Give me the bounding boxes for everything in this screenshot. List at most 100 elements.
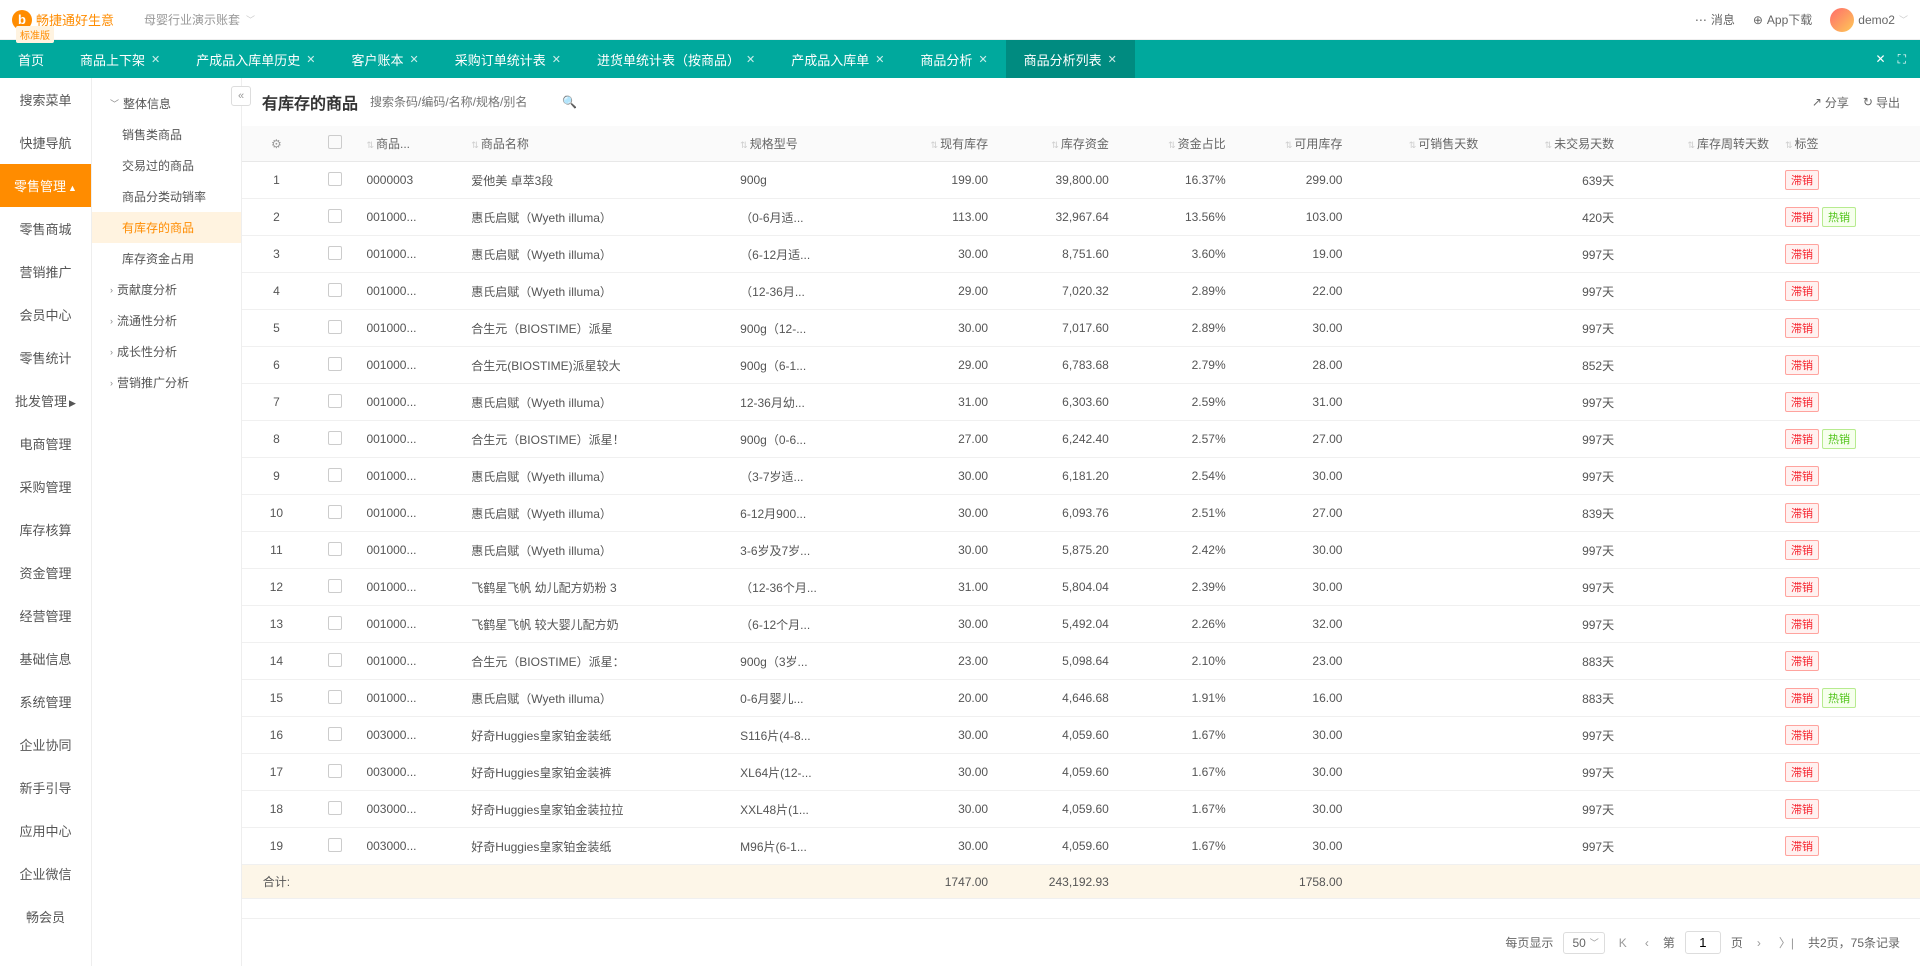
sidebar-item-9[interactable]: 采购管理 (0, 465, 91, 508)
row-checkbox[interactable] (328, 616, 342, 630)
table-row[interactable]: 2001000...惠氏启赋（Wyeth illuma）（0-6月适...113… (242, 199, 1920, 236)
row-checkbox[interactable] (328, 727, 342, 741)
tab-6[interactable]: 产成品入库单✕ (773, 40, 902, 78)
tab-1[interactable]: 商品上下架✕ (62, 40, 178, 78)
export-button[interactable]: ↻ 导出 (1863, 94, 1900, 111)
column-header-3[interactable]: ⇅商品名称 (463, 126, 732, 162)
table-row[interactable]: 3001000...惠氏启赋（Wyeth illuma）（6-12月适...30… (242, 236, 1920, 273)
close-icon[interactable]: ✕ (151, 53, 160, 66)
sidebar-item-19[interactable]: 畅会员 (0, 895, 91, 938)
column-header-10[interactable]: ⇅未交易天数 (1486, 126, 1622, 162)
sidebar-item-17[interactable]: 应用中心 (0, 809, 91, 852)
column-header-2[interactable]: ⇅商品... (358, 126, 463, 162)
table-row[interactable]: 11001000...惠氏启赋（Wyeth illuma）3-6岁及7岁...3… (242, 532, 1920, 569)
gear-icon[interactable]: ⚙ (271, 137, 282, 151)
sidebar-item-11[interactable]: 资金管理 (0, 551, 91, 594)
table-row[interactable]: 12001000...飞鹤星飞帆 幼儿配方奶粉 3（12-36个月...31.0… (242, 569, 1920, 606)
close-icon[interactable]: ✕ (552, 53, 561, 66)
fullscreen-icon[interactable]: ⛶ (1898, 52, 1906, 67)
close-icon[interactable]: ✕ (875, 53, 884, 66)
table-row[interactable]: 14001000...合生元（BIOSTIME）派星：900g（3岁...23.… (242, 643, 1920, 680)
column-header-11[interactable]: ⇅库存周转天数 (1622, 126, 1777, 162)
table-row[interactable]: 17003000...好奇Huggies皇家铂金装裤XL64片(12-...30… (242, 754, 1920, 791)
app-download-button[interactable]: ⊕ App下载 (1753, 11, 1812, 28)
table-wrapper[interactable]: ⚙⇅商品...⇅商品名称⇅规格型号⇅现有库存⇅库存资金⇅资金占比⇅可用库存⇅可销… (242, 126, 1920, 918)
tree-item-2[interactable]: 交易过的商品 (92, 150, 241, 181)
row-checkbox[interactable] (328, 320, 342, 334)
column-header-1[interactable] (311, 126, 359, 162)
search-input[interactable] (370, 95, 550, 109)
sidebar-item-12[interactable]: 经营管理 (0, 594, 91, 637)
tree-item-4[interactable]: 有库存的商品 (92, 212, 241, 243)
close-all-icon[interactable]: ✕ (1876, 52, 1886, 66)
sidebar-item-4[interactable]: 营销推广 (0, 250, 91, 293)
sidebar-item-15[interactable]: 企业协同 (0, 723, 91, 766)
column-header-5[interactable]: ⇅现有库存 (879, 126, 996, 162)
table-row[interactable]: 6001000...合生元(BIOSTIME)派星较大900g（6-1...29… (242, 347, 1920, 384)
row-checkbox[interactable] (328, 579, 342, 593)
prev-page-button[interactable]: ‹ (1641, 936, 1653, 950)
tab-7[interactable]: 商品分析✕ (902, 40, 1005, 78)
user-menu[interactable]: demo2 ﹀ (1830, 8, 1908, 32)
column-header-4[interactable]: ⇅规格型号 (732, 126, 879, 162)
table-row[interactable]: 4001000...惠氏启赋（Wyeth illuma）（12-36月...29… (242, 273, 1920, 310)
messages-button[interactable]: ⋯ 消息 (1695, 11, 1735, 28)
row-checkbox[interactable] (328, 542, 342, 556)
table-row[interactable]: 10001000...惠氏启赋（Wyeth illuma）6-12月900...… (242, 495, 1920, 532)
column-header-7[interactable]: ⇅资金占比 (1117, 126, 1234, 162)
sidebar-item-18[interactable]: 企业微信 (0, 852, 91, 895)
tab-5[interactable]: 进货单统计表（按商品）✕ (579, 40, 773, 78)
sidebar-item-13[interactable]: 基础信息 (0, 637, 91, 680)
table-row[interactable]: 5001000...合生元（BIOSTIME）派星900g（12-...30.0… (242, 310, 1920, 347)
table-row[interactable]: 8001000...合生元（BIOSTIME）派星！900g（0-6...27.… (242, 421, 1920, 458)
tree-item-3[interactable]: 商品分类动销率 (92, 181, 241, 212)
row-checkbox[interactable] (328, 209, 342, 223)
row-checkbox[interactable] (328, 283, 342, 297)
sidebar-item-7[interactable]: 批发管理▶ (0, 379, 91, 422)
table-row[interactable]: 9001000...惠氏启赋（Wyeth illuma）（3-7岁适...30.… (242, 458, 1920, 495)
sidebar-item-3[interactable]: 零售商城 (0, 207, 91, 250)
tab-8[interactable]: 商品分析列表✕ (1006, 40, 1135, 78)
column-header-8[interactable]: ⇅可用库存 (1234, 126, 1351, 162)
page-size-select[interactable]: 50 ﹀ (1563, 932, 1604, 954)
sidebar-item-2[interactable]: 零售管理▲ (0, 164, 91, 207)
row-checkbox[interactable] (328, 764, 342, 778)
page-input[interactable] (1685, 931, 1721, 954)
row-checkbox[interactable] (328, 801, 342, 815)
tree-item-5[interactable]: 库存资金占用 (92, 243, 241, 274)
select-all-checkbox[interactable] (328, 135, 342, 149)
row-checkbox[interactable] (328, 505, 342, 519)
table-row[interactable]: 19003000...好奇Huggies皇家铂金装纸M96片(6-1...30.… (242, 828, 1920, 865)
column-header-0[interactable]: ⚙ (242, 126, 311, 162)
column-header-9[interactable]: ⇅可销售天数 (1350, 126, 1486, 162)
tree-item-0[interactable]: ﹀整体信息 (92, 88, 241, 119)
sidebar-item-5[interactable]: 会员中心 (0, 293, 91, 336)
row-checkbox[interactable] (328, 394, 342, 408)
close-icon[interactable]: ✕ (746, 53, 755, 66)
sidebar-item-14[interactable]: 系统管理 (0, 680, 91, 723)
sidebar-item-16[interactable]: 新手引导 (0, 766, 91, 809)
sidebar-item-8[interactable]: 电商管理 (0, 422, 91, 465)
tab-4[interactable]: 采购订单统计表✕ (437, 40, 579, 78)
row-checkbox[interactable] (328, 172, 342, 186)
sidebar-item-6[interactable]: 零售统计 (0, 336, 91, 379)
sidebar-item-0[interactable]: 搜索菜单 (0, 78, 91, 121)
table-row[interactable]: 10000003爱他美 卓萃3段900g199.0039,800.0016.37… (242, 162, 1920, 199)
close-icon[interactable]: ✕ (978, 53, 987, 66)
column-header-12[interactable]: ⇅标签 (1777, 126, 1920, 162)
row-checkbox[interactable] (328, 690, 342, 704)
close-icon[interactable]: ✕ (306, 53, 315, 66)
table-row[interactable]: 13001000...飞鹤星飞帆 较大婴儿配方奶（6-12个月...30.005… (242, 606, 1920, 643)
table-row[interactable]: 7001000...惠氏启赋（Wyeth illuma）12-36月幼...31… (242, 384, 1920, 421)
tree-item-8[interactable]: ›成长性分析 (92, 336, 241, 367)
tree-item-9[interactable]: ›营销推广分析 (92, 367, 241, 398)
account-selector[interactable]: 母婴行业演示账套 ﹀ (144, 11, 255, 28)
sidebar-item-10[interactable]: 库存核算 (0, 508, 91, 551)
close-icon[interactable]: ✕ (1108, 53, 1117, 66)
share-button[interactable]: ↗ 分享 (1812, 94, 1849, 111)
sidebar-item-1[interactable]: 快捷导航 (0, 121, 91, 164)
tree-item-6[interactable]: ›贡献度分析 (92, 274, 241, 305)
tab-3[interactable]: 客户账本✕ (333, 40, 436, 78)
search-icon[interactable]: 🔍 (562, 95, 577, 109)
tab-2[interactable]: 产成品入库单历史✕ (178, 40, 333, 78)
